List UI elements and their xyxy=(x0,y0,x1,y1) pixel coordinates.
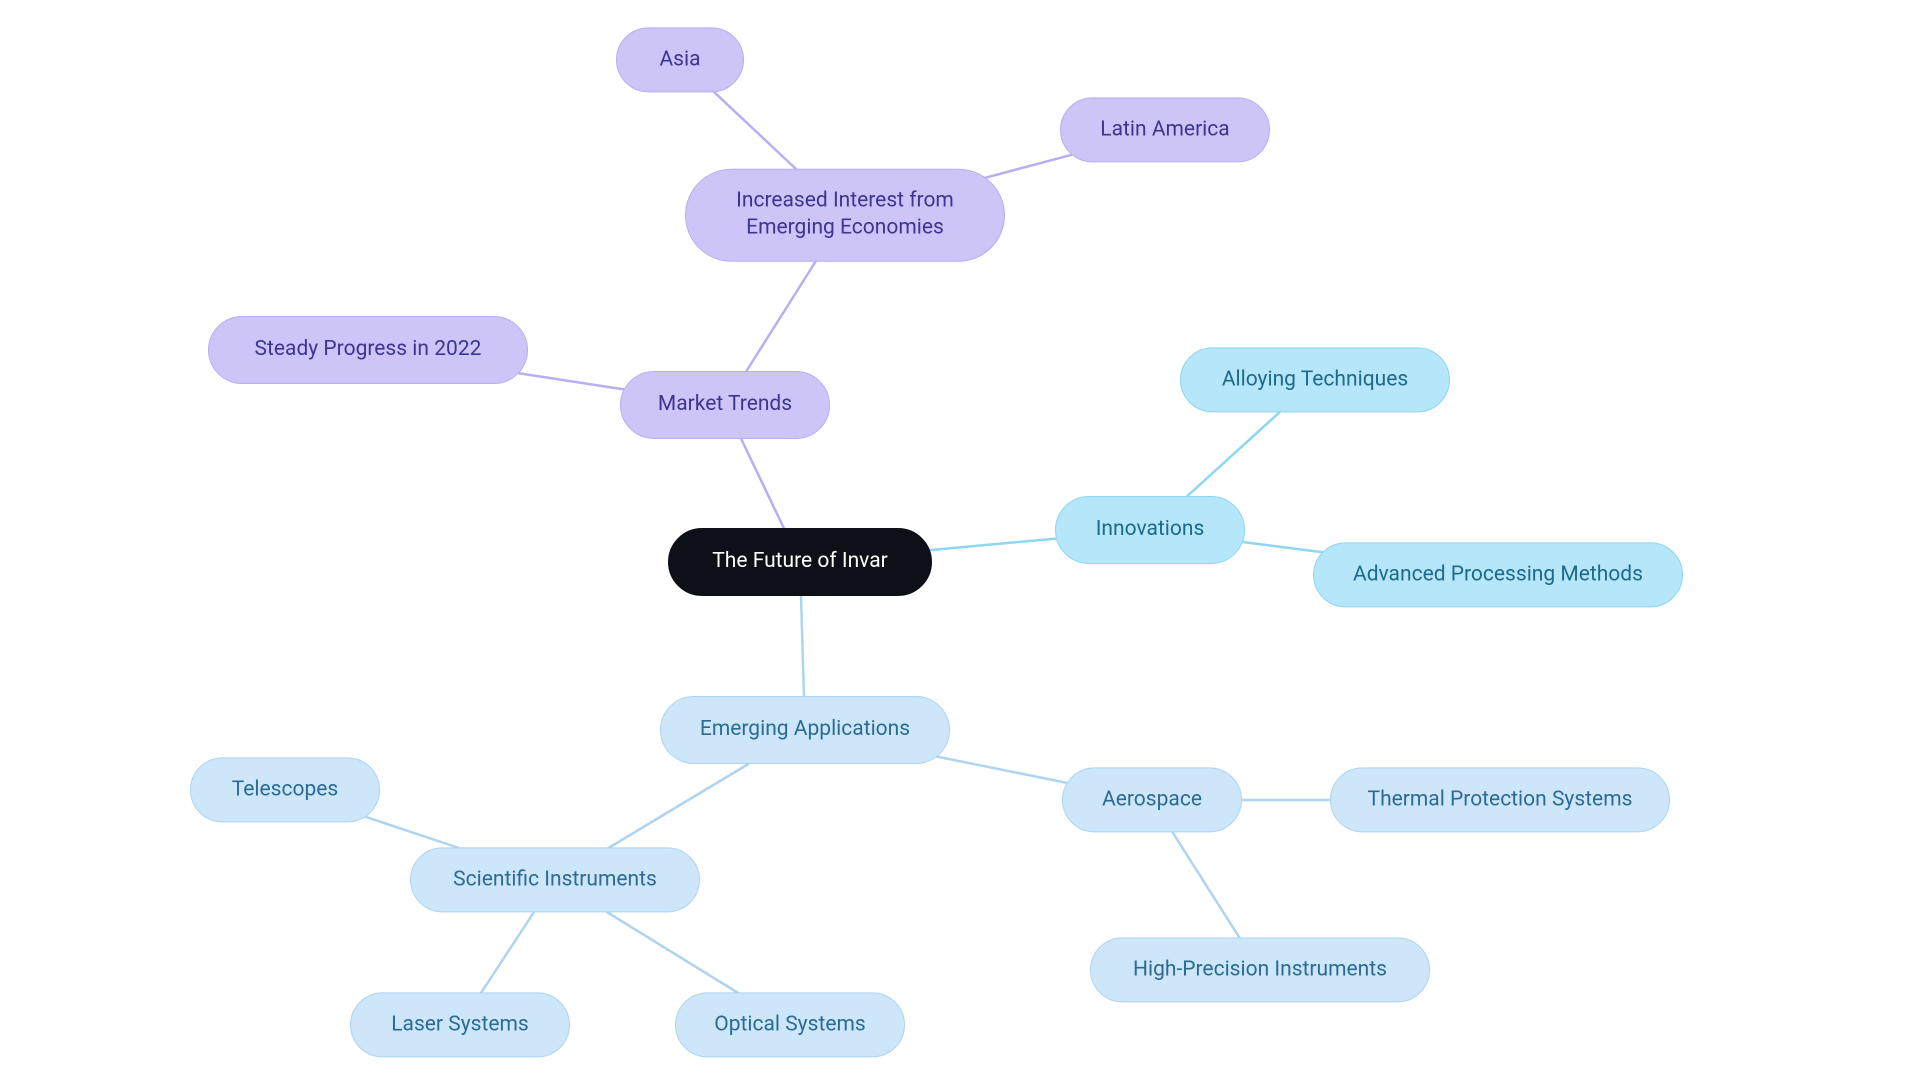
mindmap-node-aero[interactable]: Aerospace xyxy=(1062,767,1242,832)
mindmap-node-steady[interactable]: Steady Progress in 2022 xyxy=(208,316,528,384)
mindmap-node-emerging[interactable]: Emerging Applications xyxy=(660,696,950,764)
mindmap-node-sci[interactable]: Scientific Instruments xyxy=(410,847,700,912)
mindmap-node-label: Optical Systems xyxy=(714,1011,865,1038)
mindmap-node-telescopes[interactable]: Telescopes xyxy=(190,757,380,822)
mindmap-node-label: Laser Systems xyxy=(391,1011,529,1038)
edge xyxy=(801,596,804,696)
edge xyxy=(1187,412,1279,496)
mindmap-node-label: Increased Interest from Emerging Economi… xyxy=(736,188,954,243)
mindmap-node-label: Steady Progress in 2022 xyxy=(255,336,482,363)
mindmap-node-root[interactable]: The Future of Invar xyxy=(668,528,932,596)
edge xyxy=(481,912,534,993)
mindmap-node-interest[interactable]: Increased Interest from Emerging Economi… xyxy=(685,169,1005,262)
edge xyxy=(608,764,748,848)
edge xyxy=(985,155,1072,178)
mindmap-node-label: Market Trends xyxy=(658,391,792,418)
edge xyxy=(930,539,1056,551)
mindmap-node-label: Advanced Processing Methods xyxy=(1353,561,1643,588)
mindmap-node-market[interactable]: Market Trends xyxy=(620,371,830,439)
edge xyxy=(365,817,459,848)
mindmap-node-label: High-Precision Instruments xyxy=(1133,956,1387,983)
mindmap-node-precision[interactable]: High-Precision Instruments xyxy=(1090,937,1430,1002)
mindmap-node-label: Asia xyxy=(659,46,700,73)
mindmap-node-label: Emerging Applications xyxy=(700,716,910,743)
mindmap-node-label: Aerospace xyxy=(1102,786,1202,813)
mindmap-node-label: Thermal Protection Systems xyxy=(1368,786,1633,813)
mindmap-node-innov[interactable]: Innovations xyxy=(1055,496,1245,564)
mindmap-node-label: Telescopes xyxy=(232,776,338,803)
edge xyxy=(519,373,624,389)
edge xyxy=(741,439,784,528)
edge xyxy=(607,912,738,993)
edge xyxy=(746,259,817,371)
edge xyxy=(1243,542,1323,552)
mindmap-node-alloy[interactable]: Alloying Techniques xyxy=(1180,347,1450,412)
mindmap-node-latam[interactable]: Latin America xyxy=(1060,97,1270,162)
edge xyxy=(1172,832,1239,938)
mindmap-node-optical[interactable]: Optical Systems xyxy=(675,992,905,1057)
mindmap-node-thermal[interactable]: Thermal Protection Systems xyxy=(1330,767,1670,832)
edge xyxy=(937,757,1067,783)
mindmap-node-label: Alloying Techniques xyxy=(1222,366,1408,393)
mindmap-node-asia[interactable]: Asia xyxy=(616,27,744,92)
mindmap-node-laser[interactable]: Laser Systems xyxy=(350,992,570,1057)
edge xyxy=(714,92,798,171)
mindmap-node-processing[interactable]: Advanced Processing Methods xyxy=(1313,542,1683,607)
mindmap-node-label: Scientific Instruments xyxy=(453,866,657,893)
mindmap-node-label: Innovations xyxy=(1096,516,1205,543)
mindmap-node-label: Latin America xyxy=(1100,116,1229,143)
mindmap-node-label: The Future of Invar xyxy=(712,548,887,575)
